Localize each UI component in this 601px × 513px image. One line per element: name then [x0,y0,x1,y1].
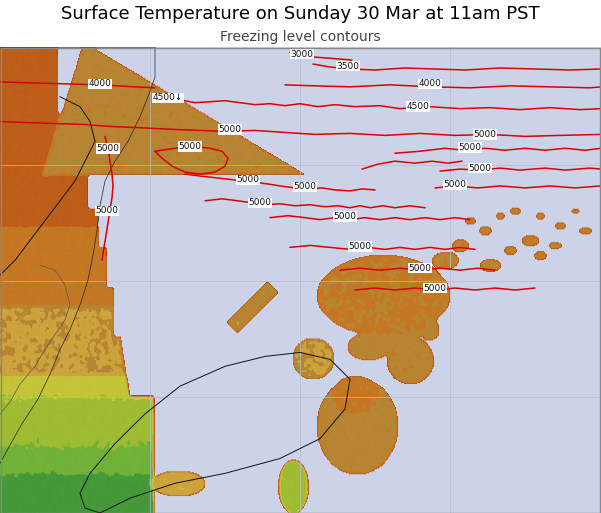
Text: 5000: 5000 [334,212,356,221]
Text: 3500: 3500 [337,62,359,70]
Text: Freezing level contours: Freezing level contours [220,30,381,44]
Text: 4000: 4000 [418,80,442,88]
Text: 5000: 5000 [409,264,432,273]
Text: 5000: 5000 [248,199,272,207]
Text: 5000: 5000 [459,143,481,152]
Text: 5000: 5000 [424,284,447,292]
Text: 5000: 5000 [237,175,260,185]
Text: 4500: 4500 [406,102,430,111]
Text: 5000: 5000 [444,181,466,189]
Text: 5000: 5000 [178,142,201,151]
Text: 5000: 5000 [96,206,118,215]
Text: Surface Temperature on Sunday 30 Mar at 11am PST: Surface Temperature on Sunday 30 Mar at … [61,5,540,23]
Text: 5000: 5000 [97,144,120,153]
Text: 4000: 4000 [88,80,111,88]
Text: 5000: 5000 [469,164,492,172]
Text: 5000: 5000 [293,183,317,191]
Text: 4500↓: 4500↓ [153,93,183,102]
Text: 5000: 5000 [219,125,242,134]
Text: 5000: 5000 [349,242,371,251]
Text: 5000: 5000 [474,130,496,139]
Text: 3000: 3000 [290,50,314,58]
